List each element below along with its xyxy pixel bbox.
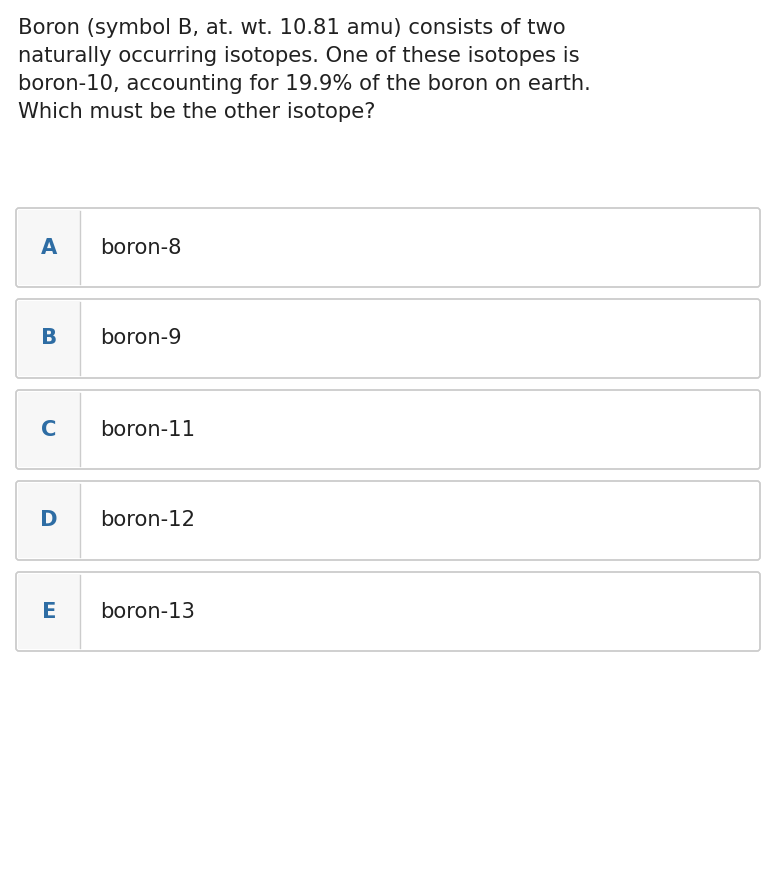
Bar [18, 301, 80, 376]
Text: boron-12: boron-12 [100, 511, 195, 531]
FancyBboxPatch shape [16, 390, 760, 469]
Text: E: E [42, 602, 56, 621]
Text: D: D [40, 511, 58, 531]
FancyBboxPatch shape [16, 572, 760, 651]
Bar [18, 392, 80, 467]
FancyBboxPatch shape [16, 299, 760, 378]
Text: boron-13: boron-13 [100, 602, 195, 621]
Bar [18, 483, 80, 558]
Bar [18, 210, 80, 285]
Text: B: B [41, 328, 57, 349]
Text: boron-11: boron-11 [100, 420, 195, 440]
FancyBboxPatch shape [16, 208, 760, 287]
FancyBboxPatch shape [16, 481, 760, 560]
Text: C: C [41, 420, 57, 440]
Text: boron-8: boron-8 [100, 237, 181, 258]
Text: A: A [40, 237, 58, 258]
Bar [18, 574, 80, 649]
Text: Boron (symbol B, at. wt. 10.81 amu) consists of two
naturally occurring isotopes: Boron (symbol B, at. wt. 10.81 amu) cons… [18, 18, 591, 122]
Text: boron-9: boron-9 [100, 328, 181, 349]
